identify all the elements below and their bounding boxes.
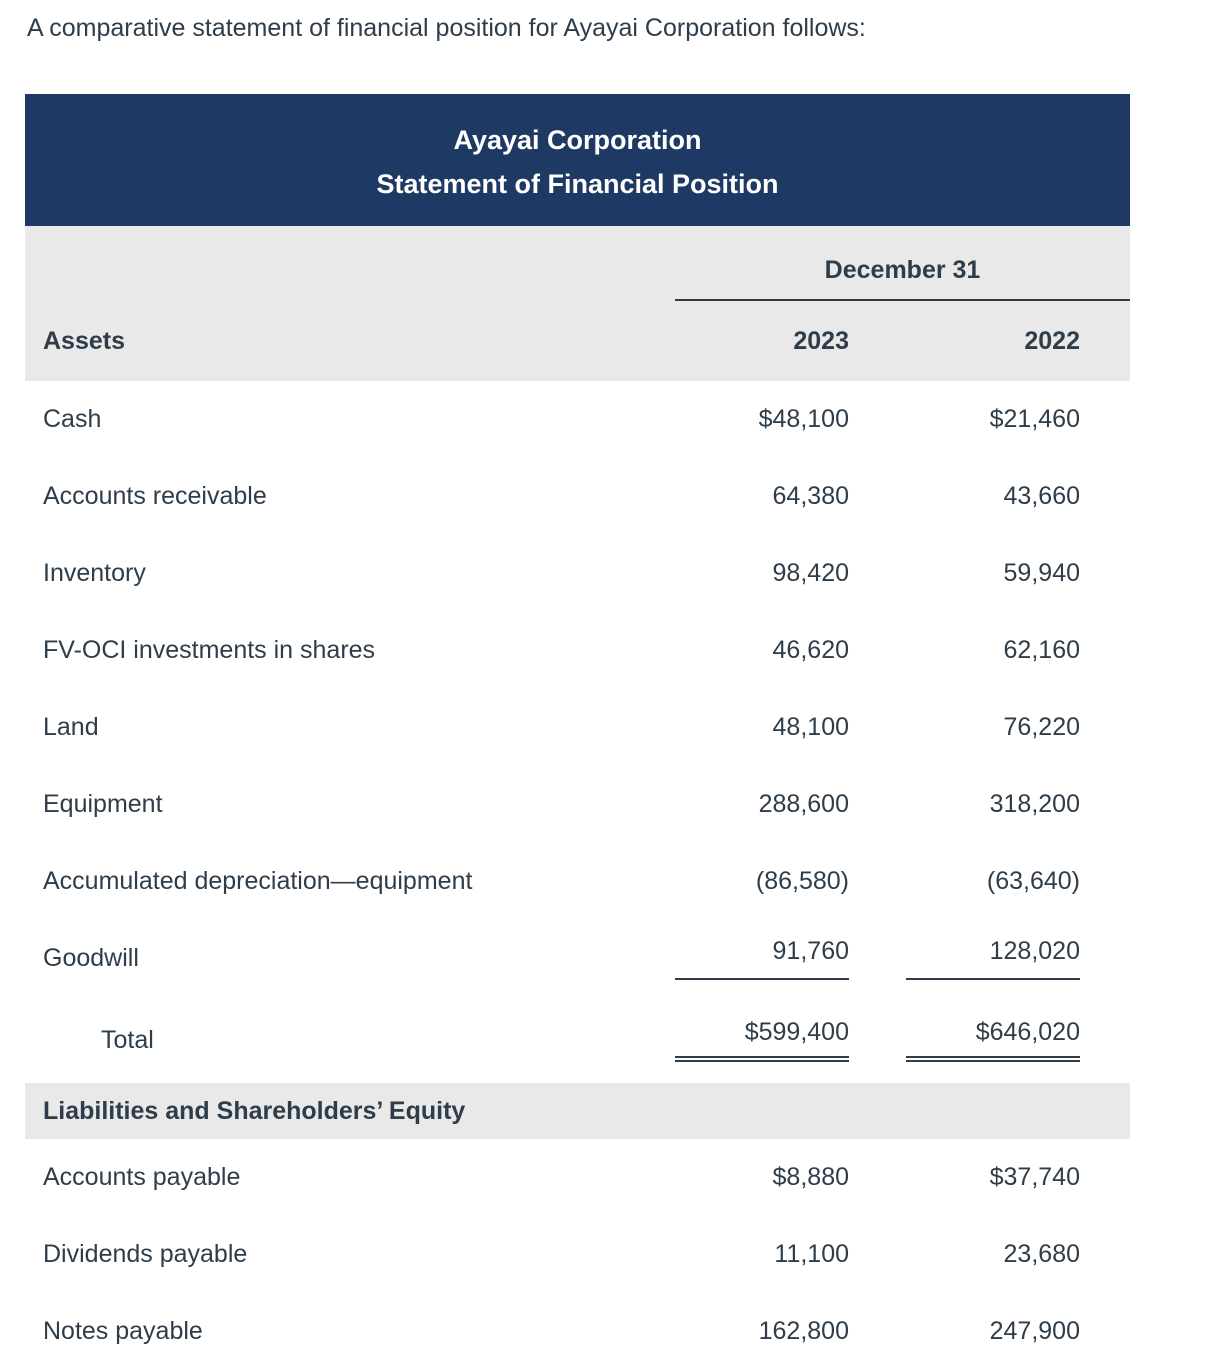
table-row-land: Land 48,100 76,220 [25, 689, 1130, 766]
row-label: Inventory [43, 559, 146, 587]
row-label: Notes payable [43, 1317, 203, 1345]
liabilities-section-header: Liabilities and Shareholders’ Equity [43, 1096, 466, 1125]
statement-title: Ayayai Corporation [453, 125, 702, 155]
column-header-row: Assets 2023 2022 [25, 301, 1130, 381]
table-row-notes-payable: Notes payable 162,800 247,900 [25, 1293, 1130, 1370]
row-label: Accounts receivable [43, 482, 267, 510]
row-label: Land [43, 713, 99, 741]
financial-statement-table: Ayayai Corporation Statement of Financia… [25, 94, 1130, 1370]
year-column-2022: 2022 [1024, 326, 1080, 355]
liabilities-section-header-row: Liabilities and Shareholders’ Equity [25, 1083, 1130, 1139]
value-2022: $37,740 [989, 1163, 1080, 1191]
statement-subtitle: Statement of Financial Position [376, 169, 779, 199]
value-2022: 247,900 [989, 1317, 1080, 1345]
assets-section-header: Assets [43, 326, 125, 355]
value-2023: 48,100 [772, 713, 849, 741]
table-row-fvoci-investments: FV-OCI investments in shares 46,620 62,1… [25, 612, 1130, 689]
value-2022: 43,660 [1003, 482, 1080, 510]
table-row-equipment: Equipment 288,600 318,200 [25, 766, 1130, 843]
value-2023: 98,420 [772, 559, 849, 587]
intro-text: A comparative statement of financial pos… [27, 14, 866, 42]
table-row-accumulated-depreciation: Accumulated depreciation—equipment (86,5… [25, 843, 1130, 920]
table-row-accounts-receivable: Accounts receivable 64,380 43,660 [25, 458, 1130, 535]
value-2023: 46,620 [772, 636, 849, 664]
value-2022: (63,640) [986, 867, 1080, 895]
row-label: FV-OCI investments in shares [43, 636, 376, 664]
date-header-spacer [25, 226, 675, 301]
table-row-dividends-payable: Dividends payable 11,100 23,680 [25, 1216, 1130, 1293]
row-label: Dividends payable [43, 1240, 248, 1268]
value-2023: 64,380 [772, 482, 849, 510]
value-2023: 91,760 [675, 937, 890, 980]
value-2022: 128,020 [890, 937, 1130, 980]
value-2022: 62,160 [1003, 636, 1080, 664]
statement-title-block: Ayayai Corporation Statement of Financia… [25, 94, 1130, 226]
value-2023: $8,880 [772, 1163, 849, 1191]
value-2022: 318,200 [989, 790, 1080, 818]
value-2022: 23,680 [1003, 1240, 1080, 1268]
total-2022: $646,020 [890, 1018, 1130, 1062]
value-2022: $21,460 [989, 405, 1080, 433]
value-2023: 162,800 [758, 1317, 849, 1345]
table-row-accounts-payable: Accounts payable $8,880 $37,740 [25, 1139, 1130, 1216]
row-label: Accumulated depreciation—equipment [43, 867, 473, 895]
value-2023: $48,100 [758, 405, 849, 433]
date-header-row: December 31 [25, 226, 1130, 301]
total-2023: $599,400 [675, 1018, 890, 1062]
value-2023: 288,600 [758, 790, 849, 818]
table-row-inventory: Inventory 98,420 59,940 [25, 535, 1130, 612]
row-label: Equipment [43, 790, 163, 818]
total-label: Total [101, 1025, 154, 1054]
value-2023: 11,100 [774, 1240, 849, 1268]
date-header: December 31 [675, 226, 1130, 301]
value-2022: 76,220 [1003, 713, 1080, 741]
table-row-goodwill: Goodwill 91,760 128,020 [25, 920, 1130, 997]
table-row-cash: Cash $48,100 $21,460 [25, 381, 1130, 458]
value-2023: (86,580) [755, 867, 849, 895]
row-label: Goodwill [43, 944, 139, 972]
row-label: Cash [43, 405, 102, 433]
table-row-assets-total: Total $599,400 $646,020 [25, 997, 1130, 1083]
year-column-2023: 2023 [793, 326, 849, 355]
value-2022: 59,940 [1003, 559, 1080, 587]
table-header-area: December 31 Assets 2023 2022 [25, 226, 1130, 381]
row-label: Accounts payable [43, 1163, 241, 1191]
